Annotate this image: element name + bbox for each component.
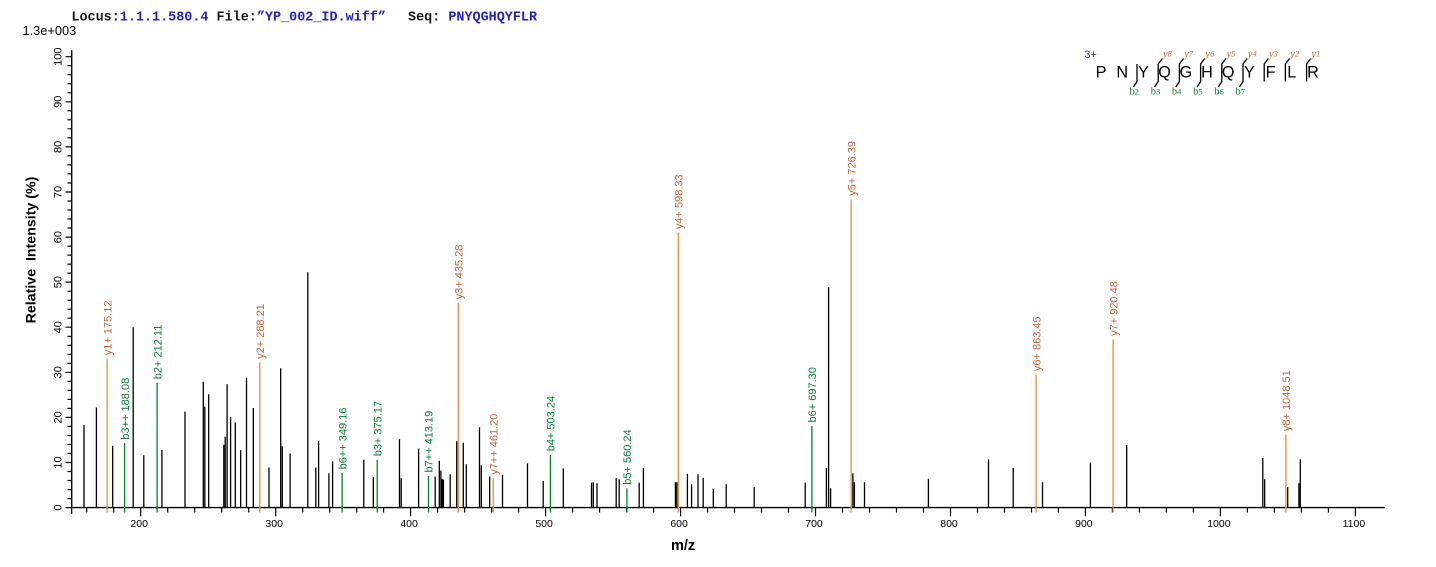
svg-text:P: P — [1096, 64, 1107, 82]
svg-text:b2+ 212.11: b2+ 212.11 — [152, 325, 164, 380]
svg-text:y2: y2 — [1289, 49, 1300, 61]
svg-text:b5: b5 — [1193, 87, 1203, 98]
svg-text:1.3e+003: 1.3e+003 — [23, 23, 77, 38]
svg-text:10: 10 — [53, 456, 65, 468]
svg-text:y4+ 598.33: y4+ 598.33 — [674, 174, 686, 229]
svg-text:b3: b3 — [1151, 87, 1161, 98]
svg-text:40: 40 — [53, 321, 65, 333]
svg-text:L: L — [1287, 64, 1296, 82]
svg-text:b7++ 413.19: b7++ 413.19 — [424, 411, 436, 473]
svg-text:y1+ 175.12: y1+ 175.12 — [102, 301, 114, 356]
svg-text:Seq: PNYQGHQYFLR: Seq: PNYQGHQYFLR — [408, 11, 538, 26]
svg-text:20: 20 — [53, 411, 65, 423]
svg-text:3+: 3+ — [1085, 49, 1097, 61]
svg-text:y7+ 920.48: y7+ 920.48 — [1108, 281, 1120, 336]
svg-text:F: F — [1266, 64, 1276, 82]
svg-text:900: 900 — [1075, 518, 1093, 530]
svg-text:y5+ 726.39: y5+ 726.39 — [846, 141, 858, 196]
svg-text:Q: Q — [1158, 64, 1171, 82]
svg-text:50: 50 — [53, 276, 65, 288]
svg-text:70: 70 — [53, 186, 65, 198]
svg-text:Relative Intensity (%): Relative Intensity (%) — [24, 176, 40, 323]
svg-text:b7: b7 — [1236, 87, 1246, 98]
svg-text:b6+ 697.30: b6+ 697.30 — [807, 367, 819, 422]
svg-text:b6: b6 — [1214, 87, 1224, 98]
svg-text:y3: y3 — [1268, 49, 1278, 61]
svg-text:1100: 1100 — [1343, 518, 1366, 530]
svg-text:800: 800 — [940, 518, 958, 530]
svg-text:80: 80 — [53, 141, 65, 153]
svg-text:60: 60 — [53, 231, 65, 243]
svg-text:600: 600 — [670, 518, 688, 530]
svg-text:500: 500 — [535, 518, 553, 530]
svg-text:y6+ 863.45: y6+ 863.45 — [1031, 316, 1043, 371]
svg-text:y7++ 461.20: y7++ 461.20 — [488, 414, 500, 475]
svg-text:b3+ 375.17: b3+ 375.17 — [372, 401, 384, 456]
svg-text:R: R — [1307, 64, 1319, 82]
svg-text:y4: y4 — [1247, 49, 1258, 61]
svg-text:N: N — [1116, 64, 1128, 82]
svg-text:b4: b4 — [1172, 87, 1182, 98]
svg-text:b6++ 349.16: b6++ 349.16 — [337, 408, 349, 470]
svg-text:200: 200 — [130, 518, 148, 530]
svg-text:b4+ 503.24: b4+ 503.24 — [546, 396, 558, 451]
svg-text:m/z: m/z — [671, 538, 695, 554]
svg-text:90: 90 — [53, 96, 65, 108]
svg-text:y5: y5 — [1226, 49, 1236, 61]
svg-text:y8+ 1048.51: y8+ 1048.51 — [1281, 370, 1293, 431]
svg-text:b3++ 188.08: b3++ 188.08 — [120, 378, 132, 440]
svg-text:b5+ 560.24: b5+ 560.24 — [622, 429, 634, 484]
svg-text:0: 0 — [53, 505, 65, 511]
svg-text:700: 700 — [805, 518, 823, 530]
svg-text:Y: Y — [1244, 64, 1255, 82]
svg-text:b2: b2 — [1130, 87, 1140, 98]
svg-text:100: 100 — [53, 48, 65, 66]
svg-text:y2+ 288.21: y2+ 288.21 — [255, 304, 267, 359]
svg-text:G: G — [1180, 64, 1193, 82]
svg-text:1000: 1000 — [1207, 518, 1231, 530]
svg-text:300: 300 — [265, 518, 283, 530]
svg-text:30: 30 — [53, 366, 65, 378]
svg-text:Y: Y — [1138, 64, 1149, 82]
svg-text:y1: y1 — [1310, 49, 1320, 61]
svg-text:Locus:1.1.1.580.4 File:”YP_002: Locus:1.1.1.580.4 File:”YP_002_ID.wiff” — [71, 11, 386, 26]
svg-text:H: H — [1201, 64, 1213, 82]
svg-text:y8: y8 — [1162, 49, 1173, 61]
svg-text:Q: Q — [1222, 64, 1235, 82]
svg-text:y7: y7 — [1183, 49, 1194, 61]
svg-text:400: 400 — [400, 518, 418, 530]
svg-text:y6: y6 — [1204, 49, 1215, 61]
svg-text:y3+ 435.28: y3+ 435.28 — [454, 245, 466, 300]
